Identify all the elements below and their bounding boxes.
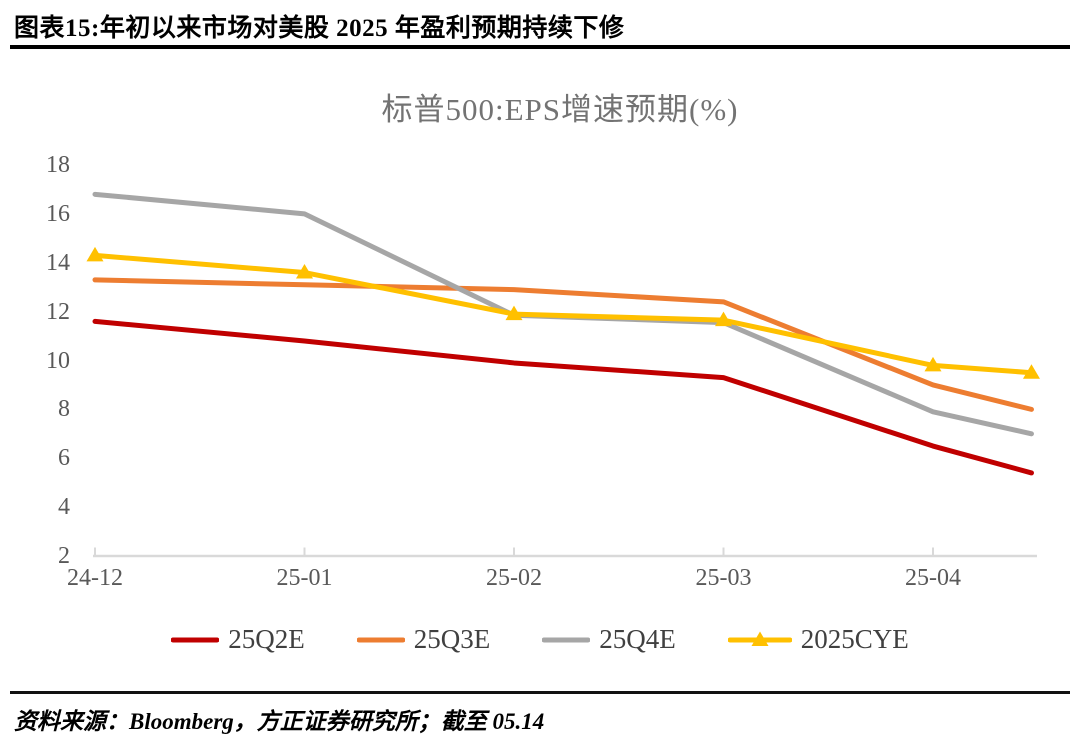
legend-swatch bbox=[356, 637, 405, 642]
legend: 25Q2E 25Q3E 25Q4E 2025CYE bbox=[0, 624, 1080, 655]
series-line-2025CYE bbox=[92, 252, 1034, 376]
legend-swatch bbox=[542, 637, 591, 642]
x-axis-label: 25-01 bbox=[276, 565, 333, 591]
legend-label: 25Q3E bbox=[413, 624, 491, 654]
legend-swatch bbox=[171, 637, 220, 642]
y-axis-label: 4 bbox=[58, 494, 70, 521]
triangle-marker bbox=[715, 311, 732, 327]
y-axis-label: 6 bbox=[58, 445, 70, 472]
triangle-marker bbox=[751, 631, 769, 646]
y-axis-label: 2 bbox=[58, 543, 70, 569]
header-rule bbox=[10, 45, 1070, 49]
source-text: 资料来源：Bloomberg，方正证券研究所；截至 05.14 bbox=[14, 709, 545, 734]
legend-item-25Q3E: 25Q3E bbox=[356, 624, 491, 655]
x-axis-label: 25-04 bbox=[905, 565, 961, 591]
triangle-marker bbox=[1022, 364, 1040, 379]
series-line-25Q2E bbox=[92, 318, 1034, 476]
legend-item-2025CYE: 2025CYE bbox=[727, 624, 909, 655]
triangle-marker bbox=[296, 264, 313, 279]
y-axis-label: 10 bbox=[46, 347, 70, 374]
y-axis-label: 18 bbox=[46, 152, 70, 178]
y-axis-label: 8 bbox=[58, 396, 70, 423]
chart-title: 标普500:EPS增速预期(%) bbox=[381, 92, 739, 127]
legend-label: 2025CYE bbox=[800, 624, 909, 654]
y-axis-label: 14 bbox=[46, 249, 70, 276]
y-axis-label: 12 bbox=[46, 298, 70, 325]
legend-label: 25Q4E bbox=[599, 624, 676, 654]
x-axis-label: 24-12 bbox=[67, 565, 123, 591]
y-axis-label: 16 bbox=[46, 200, 70, 227]
figure-title: 图表15:年初以来市场对美股 2025 年盈利预期持续下修 bbox=[14, 15, 625, 42]
x-axis-label: 25-03 bbox=[695, 565, 752, 591]
triangle-marker bbox=[505, 305, 523, 321]
x-axis-label: 25-02 bbox=[486, 565, 542, 591]
legend-item-25Q4E: 25Q4E bbox=[542, 624, 676, 655]
legend-label: 25Q2E bbox=[228, 624, 305, 654]
footer-rule bbox=[10, 691, 1070, 694]
legend-swatch bbox=[727, 631, 792, 646]
legend-item-25Q2E: 25Q2E bbox=[171, 624, 305, 655]
triangle-marker bbox=[86, 246, 104, 262]
series-line-25Q3E bbox=[92, 277, 1034, 412]
triangle-marker bbox=[924, 356, 942, 372]
